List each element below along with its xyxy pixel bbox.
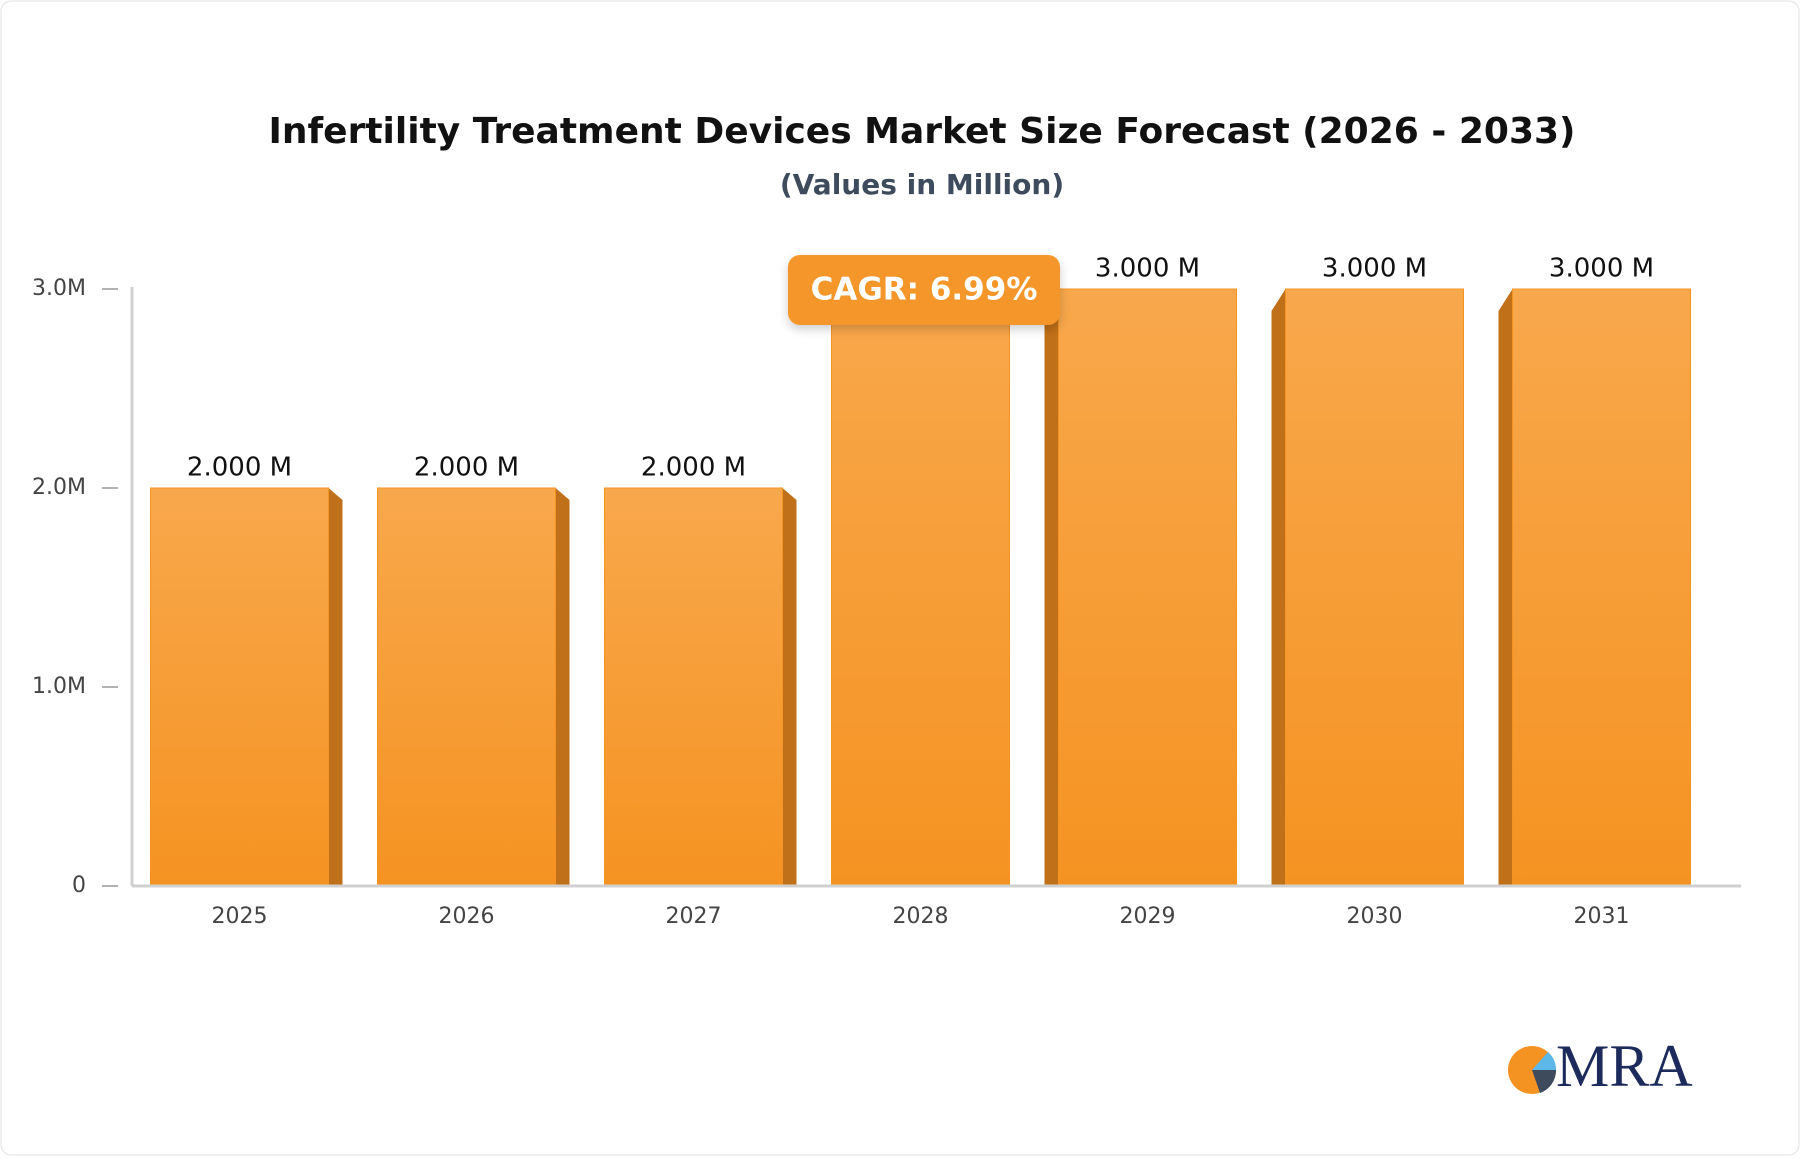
- x-tick-label: 2026: [439, 904, 495, 929]
- y-tick-label: 1.0M: [32, 674, 86, 699]
- annotation-badge: [788, 255, 1060, 325]
- plot: 0 1.0M 2.0M 3.0M 2025 2.000 M 2026 2.000 M 2027 2…: [32, 254, 1741, 929]
- value-label: 3.000 M: [1549, 254, 1654, 284]
- bar: [1512, 288, 1691, 887]
- bar-side: [1271, 289, 1286, 886]
- bar-side: [328, 488, 343, 886]
- bar: [1285, 288, 1464, 887]
- bar: [377, 487, 556, 887]
- logo-icon: [1532, 1070, 1557, 1093]
- bar-side: [555, 488, 570, 886]
- y-tick-label: 3.0M: [32, 276, 86, 301]
- x-tick-label: 2027: [666, 904, 722, 929]
- x-tick-label: 2025: [212, 904, 268, 929]
- x-tick-label: 2029: [1120, 904, 1176, 929]
- bar-side: [1498, 289, 1513, 886]
- chart-subtitle: (Values in Million): [780, 168, 1064, 201]
- logo-icon: [1532, 1052, 1557, 1070]
- bar: [150, 487, 329, 887]
- value-label: 3.000 M: [1095, 254, 1200, 284]
- logo-text: MRA: [1556, 1033, 1693, 1099]
- y-tick-label: 2.0M: [32, 475, 86, 500]
- y-tick-label: 0: [72, 873, 86, 898]
- bar: [831, 288, 1010, 887]
- x-tick-label: 2030: [1347, 904, 1403, 929]
- value-label: 2.000 M: [187, 453, 292, 483]
- bar: [1058, 288, 1237, 887]
- bar: [604, 487, 783, 887]
- annotation: CAGR: 6.99%: [811, 272, 1038, 308]
- bar-side: [782, 488, 797, 886]
- value-label: 2.000 M: [414, 453, 519, 483]
- logo: MRA: [1508, 1033, 1693, 1099]
- chart-title: Infertility Treatment Devices Market Siz…: [268, 111, 1575, 152]
- bar-side: [1044, 289, 1059, 886]
- value-label: 2.000 M: [641, 453, 746, 483]
- x-tick-label: 2031: [1574, 904, 1630, 929]
- value-label: 3.000 M: [1322, 254, 1427, 284]
- x-tick-label: 2028: [893, 904, 949, 929]
